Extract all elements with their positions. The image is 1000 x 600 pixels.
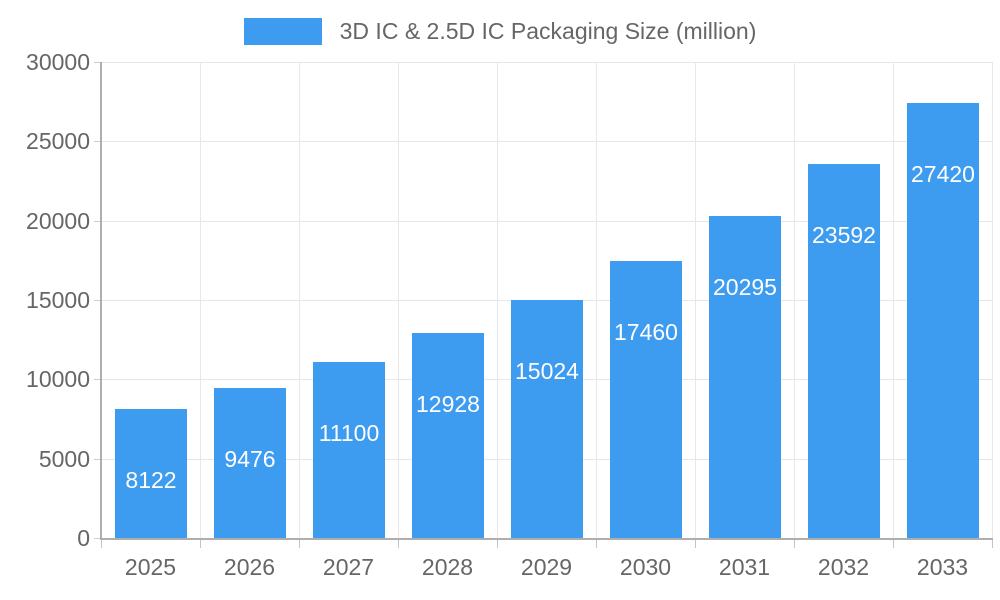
bar[interactable]: [610, 261, 682, 538]
bar-value-label: 27420: [911, 161, 975, 187]
x-axis-tick-mark: [398, 539, 399, 548]
y-gridline: [101, 141, 992, 142]
bar[interactable]: [907, 103, 979, 538]
bar[interactable]: [412, 333, 484, 538]
x-axis-tick-label: 2028: [421, 554, 474, 580]
chart-legend: 3D IC & 2.5D IC Packaging Size (million): [0, 14, 1000, 48]
x-axis-tick-label: 2033: [916, 554, 969, 580]
y-axis-line: [100, 62, 102, 539]
bar[interactable]: [115, 409, 187, 538]
bar-value-label: 9476: [224, 446, 276, 472]
x-gridline: [299, 62, 300, 538]
x-axis-tick-label: 2026: [223, 554, 276, 580]
x-gridline: [893, 62, 894, 538]
bar-value-label: 12928: [416, 391, 480, 417]
y-axis-tick-label: 20000: [26, 208, 90, 234]
x-gridline: [695, 62, 696, 538]
bar[interactable]: [313, 362, 385, 538]
x-gridline: [497, 62, 498, 538]
x-axis-tick-mark: [101, 539, 102, 548]
y-axis-tick-label: 0: [77, 525, 90, 551]
bar-value-label: 11100: [318, 420, 380, 446]
legend-label: 3D IC & 2.5D IC Packaging Size (million): [339, 17, 757, 44]
x-gridline: [200, 62, 201, 538]
x-axis-tick-mark: [596, 539, 597, 548]
bar-value-label: 17460: [614, 319, 678, 345]
y-axis-tick-label: 15000: [26, 287, 90, 313]
x-axis-tick-label: 2031: [718, 554, 771, 580]
x-axis-line: [100, 538, 993, 540]
x-axis-tick-mark: [695, 539, 696, 548]
y-axis-tick-mark: [94, 538, 101, 539]
x-axis-tick-mark: [200, 539, 201, 548]
y-axis-tick-mark: [94, 62, 101, 63]
y-axis-tick-label: 25000: [26, 128, 90, 154]
x-axis-tick-mark: [299, 539, 300, 548]
plot-area: 8122 9476 11100 12928 15024 17460 20295 23592 27…: [100, 62, 993, 540]
x-gridline: [398, 62, 399, 538]
x-axis-tick-mark: [992, 539, 993, 548]
x-axis-tick-mark: [794, 539, 795, 548]
bar[interactable]: [709, 216, 781, 538]
bar[interactable]: [511, 300, 583, 538]
bar-value-label: 8122: [125, 467, 177, 493]
x-axis-tick-label: 2030: [619, 554, 672, 580]
x-axis-tick-label: 2025: [124, 554, 177, 580]
y-axis-tick-label: 10000: [26, 366, 90, 392]
y-axis-tick-mark: [94, 221, 101, 222]
x-axis-tick-mark: [893, 539, 894, 548]
y-axis-tick-label: 30000: [26, 49, 90, 75]
x-axis-tick-label: 2027: [322, 554, 375, 580]
y-axis-tick-label: 5000: [38, 446, 90, 472]
y-axis-tick-mark: [94, 459, 101, 460]
y-gridline: [101, 62, 992, 63]
x-axis-tick-label: 2029: [520, 554, 573, 580]
legend-color-swatch: [243, 17, 322, 45]
x-gridline: [992, 62, 993, 538]
bar-value-label: 20295: [713, 274, 777, 300]
y-axis-tick-mark: [94, 379, 101, 380]
x-gridline: [794, 62, 795, 538]
bar-value-label: 15024: [515, 358, 579, 384]
bar-value-label: 23592: [812, 222, 876, 248]
y-axis-tick-mark: [94, 300, 101, 301]
y-axis-tick-mark: [94, 141, 101, 142]
x-gridline: [596, 62, 597, 538]
bar[interactable]: [214, 388, 286, 538]
y-gridline: [101, 221, 992, 222]
x-axis-tick-label: 2032: [817, 554, 870, 580]
bar[interactable]: [808, 164, 880, 538]
x-axis-tick-mark: [497, 539, 498, 548]
